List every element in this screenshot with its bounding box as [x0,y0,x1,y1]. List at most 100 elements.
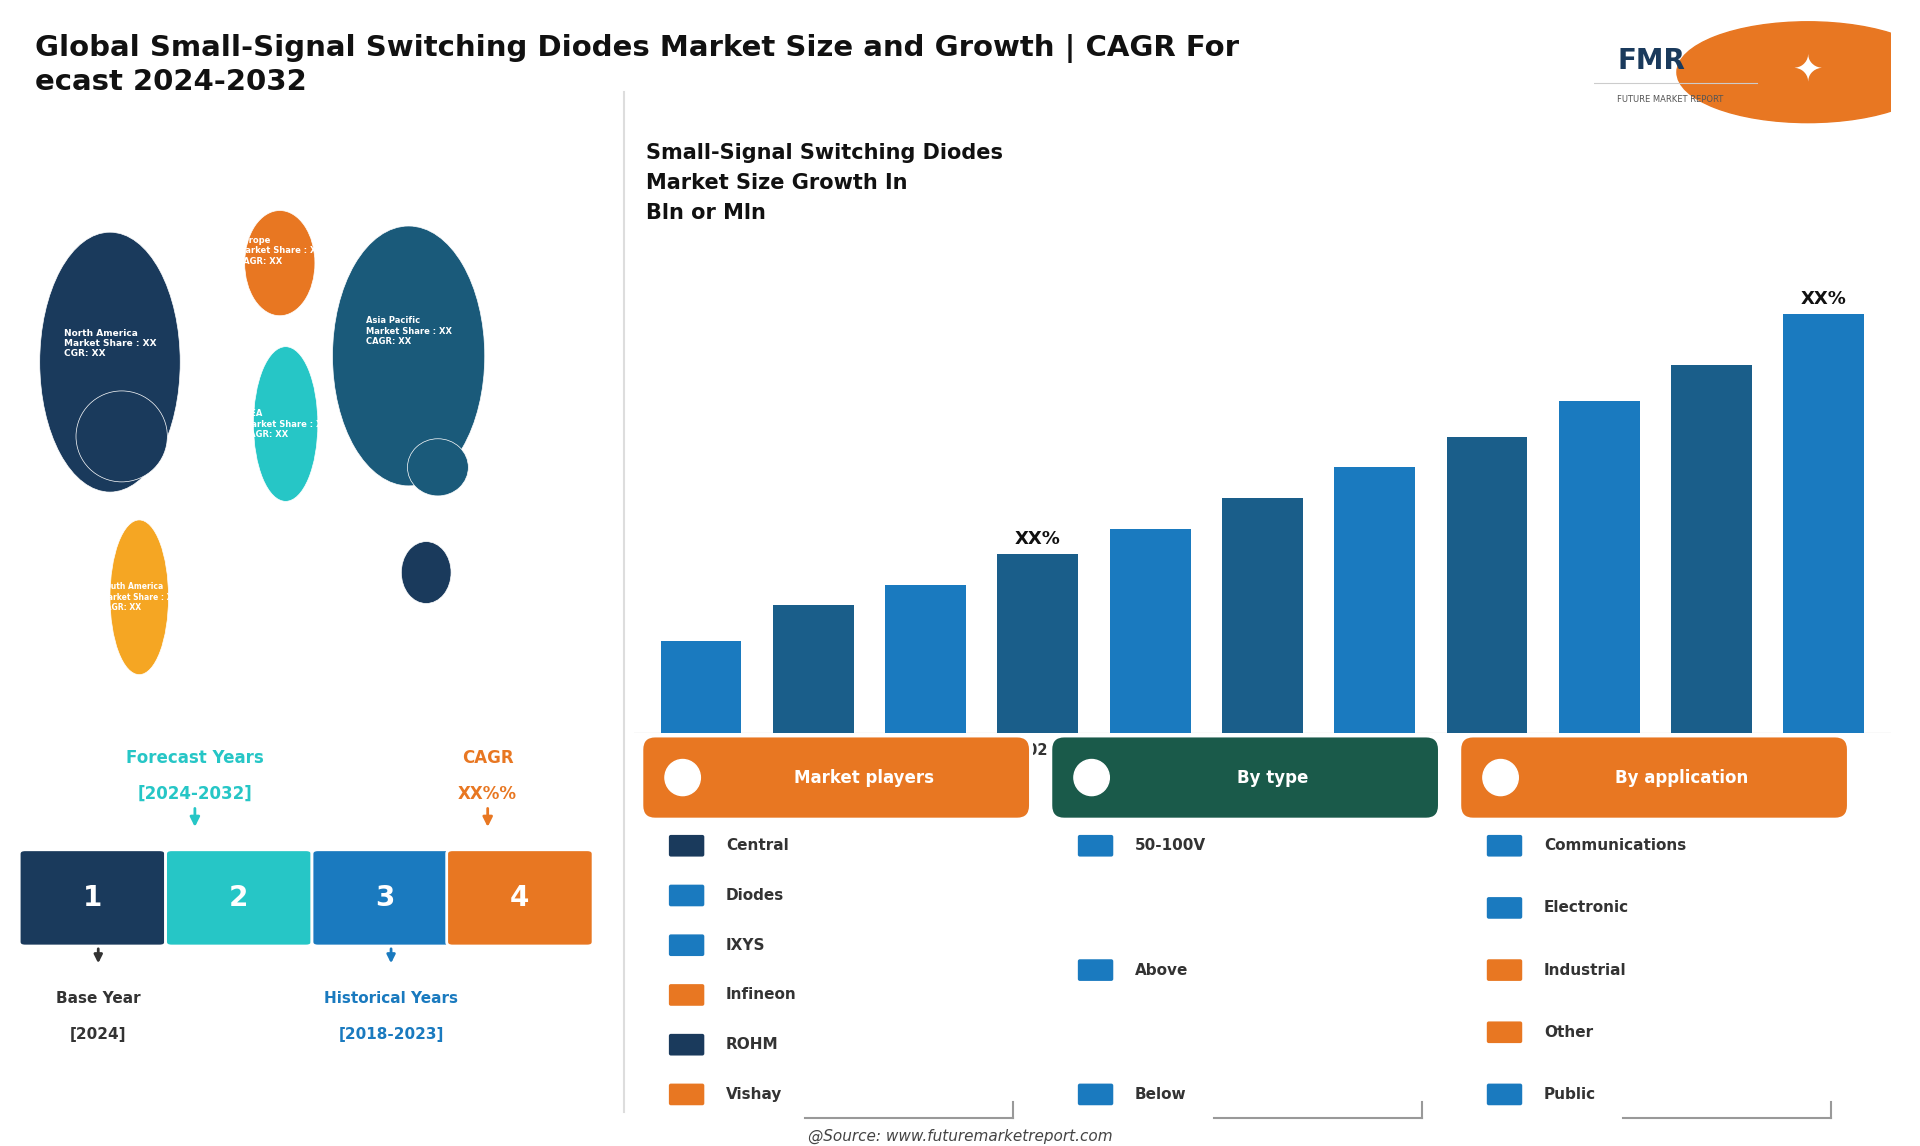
Ellipse shape [332,226,484,486]
FancyBboxPatch shape [1077,959,1114,981]
Text: 2023: 2023 [793,743,833,758]
FancyBboxPatch shape [165,850,311,947]
Text: Small-Signal Switching Diodes
Market Size Growth In
Bln or Mln: Small-Signal Switching Diodes Market Siz… [647,143,1002,222]
FancyBboxPatch shape [668,984,705,1006]
Text: Global Small-Signal Switching Diodes Market Size and Growth | CAGR For
ecast 202: Global Small-Signal Switching Diodes Mar… [35,34,1238,96]
Bar [1670,364,1751,733]
FancyBboxPatch shape [1453,729,1855,1139]
Bar [1221,499,1304,733]
FancyBboxPatch shape [636,729,1037,1139]
Text: ✦: ✦ [1793,53,1822,87]
Bar [774,605,854,733]
Text: Forecast Years: Forecast Years [127,748,263,767]
Ellipse shape [401,542,451,604]
Text: [2018-2023]: [2018-2023] [338,1027,444,1042]
Text: Communications: Communications [1544,838,1686,854]
Text: 2031: 2031 [1692,743,1732,758]
Text: Above: Above [1135,963,1188,978]
Text: 50-100V: 50-100V [1135,838,1206,854]
Bar [885,584,966,733]
Text: @Source: www.futuremarketreport.com: @Source: www.futuremarketreport.com [808,1129,1112,1144]
Circle shape [1482,760,1519,795]
Text: MEA
Market Share : XX
CAGR: XX: MEA Market Share : XX CAGR: XX [242,409,328,439]
Text: Industrial: Industrial [1544,963,1626,978]
Bar [1446,437,1528,733]
FancyBboxPatch shape [1052,738,1438,818]
FancyBboxPatch shape [1077,1084,1114,1105]
FancyBboxPatch shape [643,738,1029,818]
Ellipse shape [407,439,468,496]
Ellipse shape [109,520,169,675]
Text: 2024: 2024 [904,743,947,758]
Text: Historical Years: Historical Years [324,990,459,1006]
Text: 2029: 2029 [1467,743,1507,758]
FancyBboxPatch shape [1486,1084,1523,1105]
Text: 2028: 2028 [1354,743,1396,758]
Text: Market players: Market players [793,769,933,786]
Text: 2032: 2032 [1803,743,1843,758]
Text: By type: By type [1236,769,1308,786]
Circle shape [1676,22,1920,123]
FancyBboxPatch shape [668,1034,705,1055]
Text: XX%: XX% [1801,290,1847,307]
Text: North America
Market Share : XX
CGR: XX: North America Market Share : XX CGR: XX [63,329,156,359]
FancyBboxPatch shape [19,850,165,947]
Text: Europe
Market Share : XX
CAGR: XX: Europe Market Share : XX CAGR: XX [236,236,323,266]
FancyBboxPatch shape [311,850,459,947]
Text: 2027: 2027 [1242,743,1283,758]
Text: Below: Below [1135,1086,1187,1102]
Text: 2025: 2025 [1018,743,1058,758]
FancyBboxPatch shape [1486,897,1523,919]
Text: 4: 4 [511,884,530,912]
Bar [996,555,1079,733]
Text: 2030: 2030 [1578,743,1620,758]
Bar [1784,314,1864,733]
Text: Asia Pacific
Market Share : XX
CAGR: XX: Asia Pacific Market Share : XX CAGR: XX [365,316,451,346]
Text: FUTURE MARKET REPORT: FUTURE MARKET REPORT [1617,95,1724,104]
FancyBboxPatch shape [447,850,593,947]
Text: XX%: XX% [1016,531,1060,548]
Text: Infineon: Infineon [726,988,797,1003]
Text: [2024]: [2024] [69,1027,127,1042]
Circle shape [664,760,701,795]
Ellipse shape [253,346,319,502]
Bar [660,642,741,733]
Bar [1334,468,1415,733]
Ellipse shape [77,391,167,481]
FancyBboxPatch shape [1486,1021,1523,1043]
Circle shape [1073,760,1110,795]
FancyBboxPatch shape [668,1084,705,1105]
FancyBboxPatch shape [1461,738,1847,818]
Text: By application: By application [1615,769,1749,786]
Text: 2022: 2022 [682,743,722,758]
FancyBboxPatch shape [1044,729,1446,1139]
Ellipse shape [244,211,315,315]
Text: 3: 3 [376,884,396,912]
Text: Base Year: Base Year [56,990,140,1006]
Ellipse shape [40,233,180,492]
FancyBboxPatch shape [668,835,705,856]
FancyBboxPatch shape [1486,959,1523,981]
Text: Electronic: Electronic [1544,901,1628,916]
Text: ROHM: ROHM [726,1037,780,1052]
Bar [1559,401,1640,733]
Text: Diodes: Diodes [726,888,783,903]
Text: South America
Market Share : XX
CAGR: XX: South America Market Share : XX CAGR: XX [100,582,179,612]
Text: Vishay: Vishay [726,1086,781,1102]
FancyBboxPatch shape [1486,835,1523,856]
Text: XX%%: XX%% [459,785,516,802]
Text: CAGR: CAGR [463,748,513,767]
Text: IXYS: IXYS [726,937,766,952]
Text: Other: Other [1544,1025,1594,1039]
Text: 1: 1 [83,884,102,912]
Text: [2024-2032]: [2024-2032] [138,785,252,802]
Text: 2026: 2026 [1129,743,1171,758]
FancyBboxPatch shape [668,934,705,956]
FancyBboxPatch shape [668,885,705,906]
Text: 2: 2 [228,884,248,912]
Text: Central: Central [726,838,789,854]
Bar [1110,528,1190,733]
FancyBboxPatch shape [1077,835,1114,856]
Text: Public: Public [1544,1086,1596,1102]
Text: FMR: FMR [1617,47,1686,74]
